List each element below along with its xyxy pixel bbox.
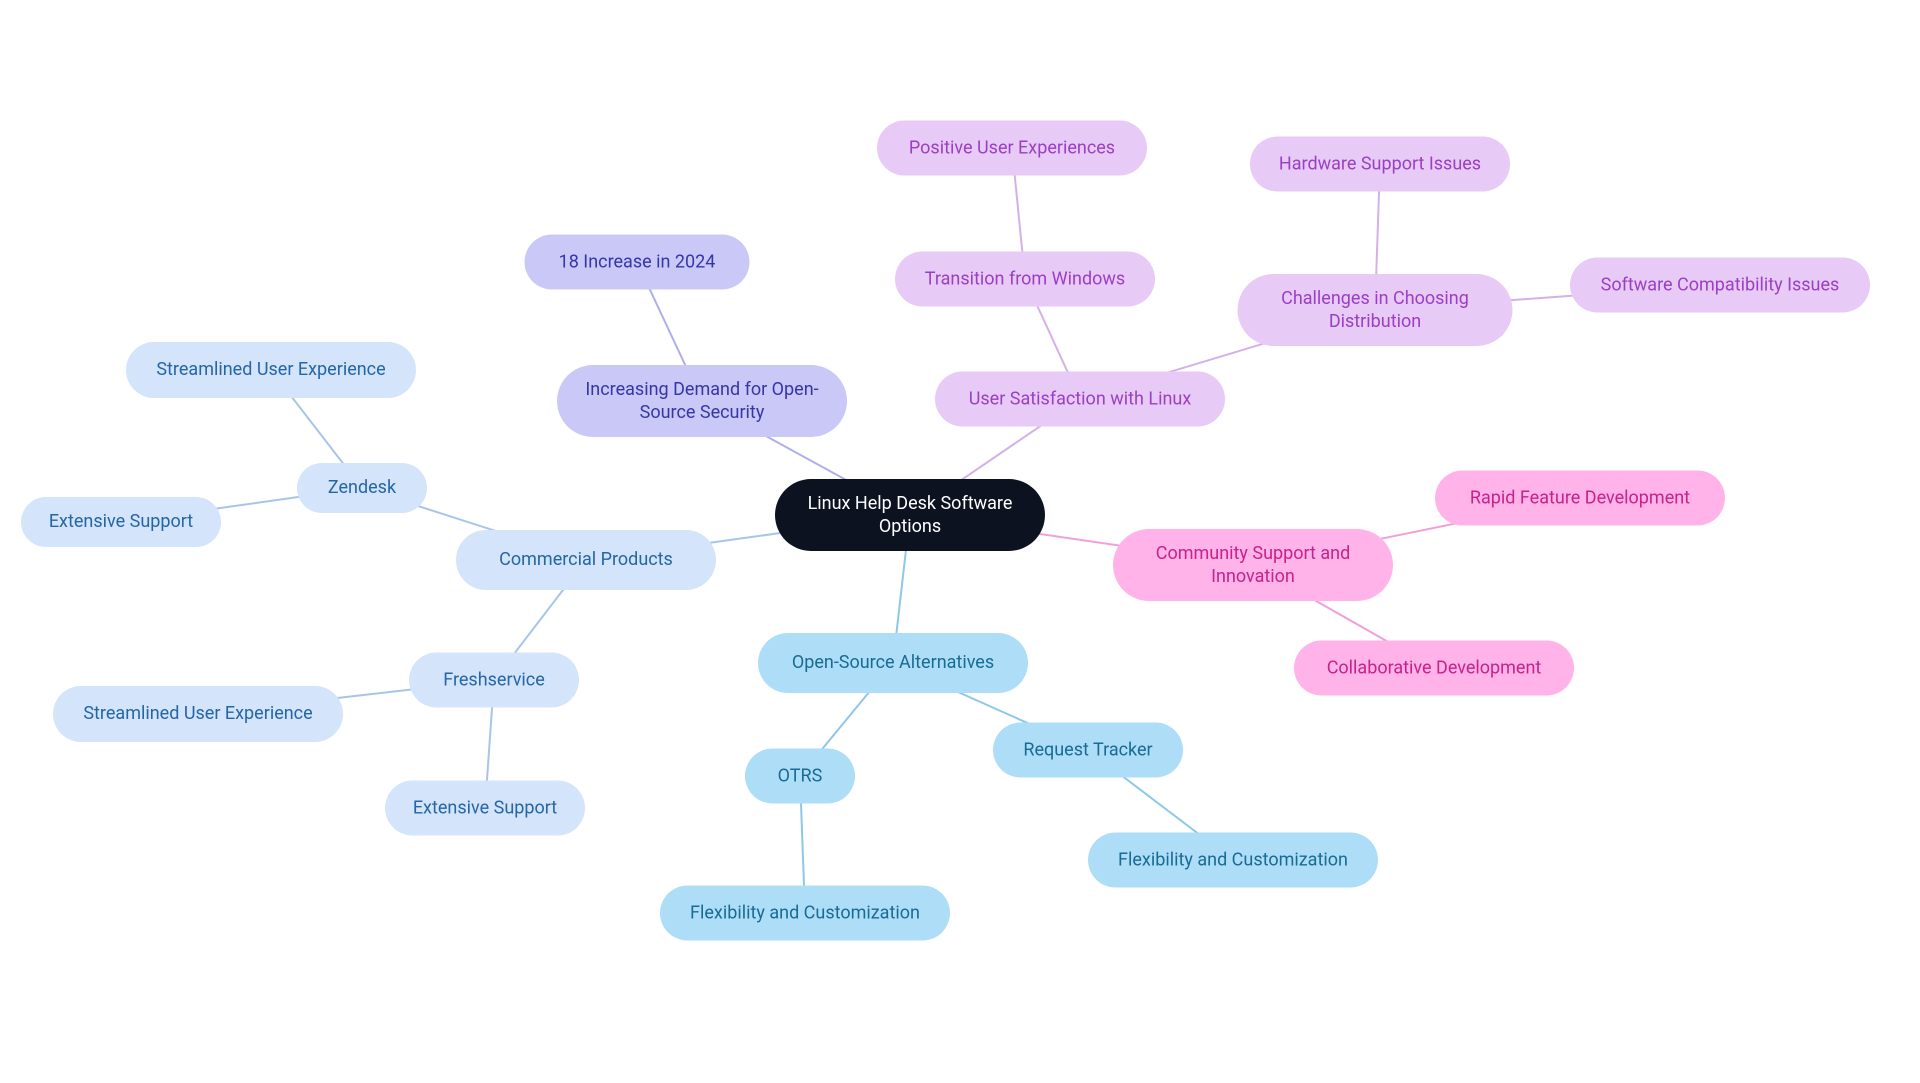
node-community: Community Support and Innovation bbox=[1113, 529, 1393, 601]
node-opensource: Open-Source Alternatives bbox=[758, 633, 1028, 693]
node-otrs-flex: Flexibility and Customization bbox=[660, 886, 950, 941]
node-freshservice: Freshservice bbox=[409, 653, 579, 708]
node-request: Request Tracker bbox=[993, 723, 1183, 778]
node-transition: Transition from Windows bbox=[895, 252, 1155, 307]
node-rapid: Rapid Feature Development bbox=[1435, 471, 1725, 526]
node-increase: 18 Increase in 2024 bbox=[525, 235, 750, 290]
node-hardware: Hardware Support Issues bbox=[1250, 137, 1510, 192]
node-zendesk-support: Extensive Support bbox=[21, 497, 221, 547]
node-root: Linux Help Desk Software Options bbox=[775, 479, 1045, 551]
node-commercial: Commercial Products bbox=[456, 530, 716, 590]
node-fresh-support: Extensive Support bbox=[385, 781, 585, 836]
node-zendesk: Zendesk bbox=[297, 463, 427, 513]
node-otrs: OTRS bbox=[745, 749, 855, 804]
node-user-sat: User Satisfaction with Linux bbox=[935, 372, 1225, 427]
node-software: Software Compatibility Issues bbox=[1570, 258, 1870, 313]
node-fresh-ux: Streamlined User Experience bbox=[53, 686, 343, 742]
node-req-flex: Flexibility and Customization bbox=[1088, 833, 1378, 888]
node-zendesk-ux: Streamlined User Experience bbox=[126, 342, 416, 398]
node-challenges: Challenges in Choosing Distribution bbox=[1238, 274, 1513, 346]
node-demand: Increasing Demand for Open-Source Securi… bbox=[557, 365, 847, 437]
node-collab: Collaborative Development bbox=[1294, 641, 1574, 696]
node-positive: Positive User Experiences bbox=[877, 121, 1147, 176]
